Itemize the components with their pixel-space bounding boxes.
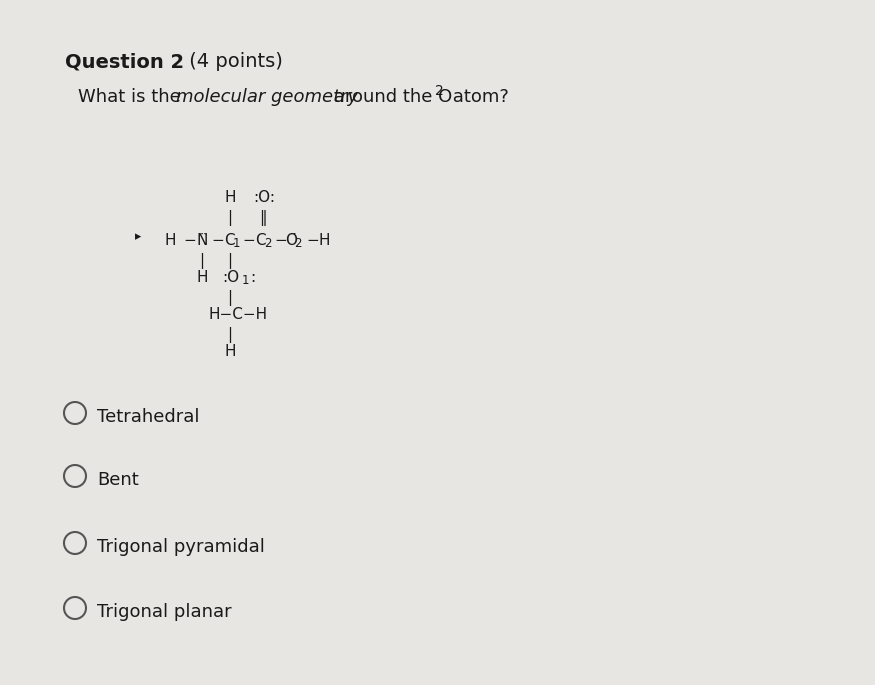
- Text: |: |: [227, 327, 232, 343]
- Text: −: −: [242, 233, 255, 248]
- Text: Tetrahedral: Tetrahedral: [97, 408, 200, 426]
- Text: ‖: ‖: [259, 210, 267, 226]
- Text: :: :: [250, 270, 255, 285]
- Text: C: C: [255, 233, 266, 248]
- Text: H−C−H: H−C−H: [209, 307, 268, 322]
- Text: |: |: [227, 253, 232, 269]
- Text: −: −: [211, 233, 224, 248]
- Text: H: H: [165, 233, 177, 248]
- Text: Question 2: Question 2: [65, 52, 184, 71]
- Text: Ö: Ö: [285, 233, 297, 248]
- Text: molecular geometry: molecular geometry: [176, 88, 358, 106]
- Text: |: |: [227, 290, 232, 306]
- Text: 2: 2: [435, 84, 444, 98]
- Text: Trigonal planar: Trigonal planar: [97, 603, 232, 621]
- Text: atom?: atom?: [447, 88, 509, 106]
- Text: C: C: [224, 233, 234, 248]
- Text: 1: 1: [242, 274, 249, 287]
- Text: N̈: N̈: [196, 233, 207, 248]
- Text: around the O: around the O: [328, 88, 452, 106]
- Text: :O:: :O:: [253, 190, 275, 205]
- Text: H: H: [196, 270, 207, 285]
- Text: Bent: Bent: [97, 471, 139, 489]
- Text: |: |: [199, 253, 204, 269]
- Text: What is the: What is the: [78, 88, 186, 106]
- Text: 1: 1: [233, 237, 241, 250]
- Text: 2: 2: [294, 237, 302, 250]
- Text: |: |: [227, 210, 232, 226]
- Text: 2: 2: [264, 237, 271, 250]
- Text: (4 points): (4 points): [183, 52, 283, 71]
- Text: −: −: [274, 233, 287, 248]
- Text: H: H: [224, 190, 235, 205]
- Text: −: −: [183, 233, 196, 248]
- Text: :O: :O: [222, 270, 239, 285]
- Text: H: H: [318, 233, 330, 248]
- Text: Trigonal pyramidal: Trigonal pyramidal: [97, 538, 265, 556]
- Text: −: −: [306, 233, 318, 248]
- Text: ▸: ▸: [135, 230, 141, 243]
- Text: H: H: [224, 344, 235, 359]
